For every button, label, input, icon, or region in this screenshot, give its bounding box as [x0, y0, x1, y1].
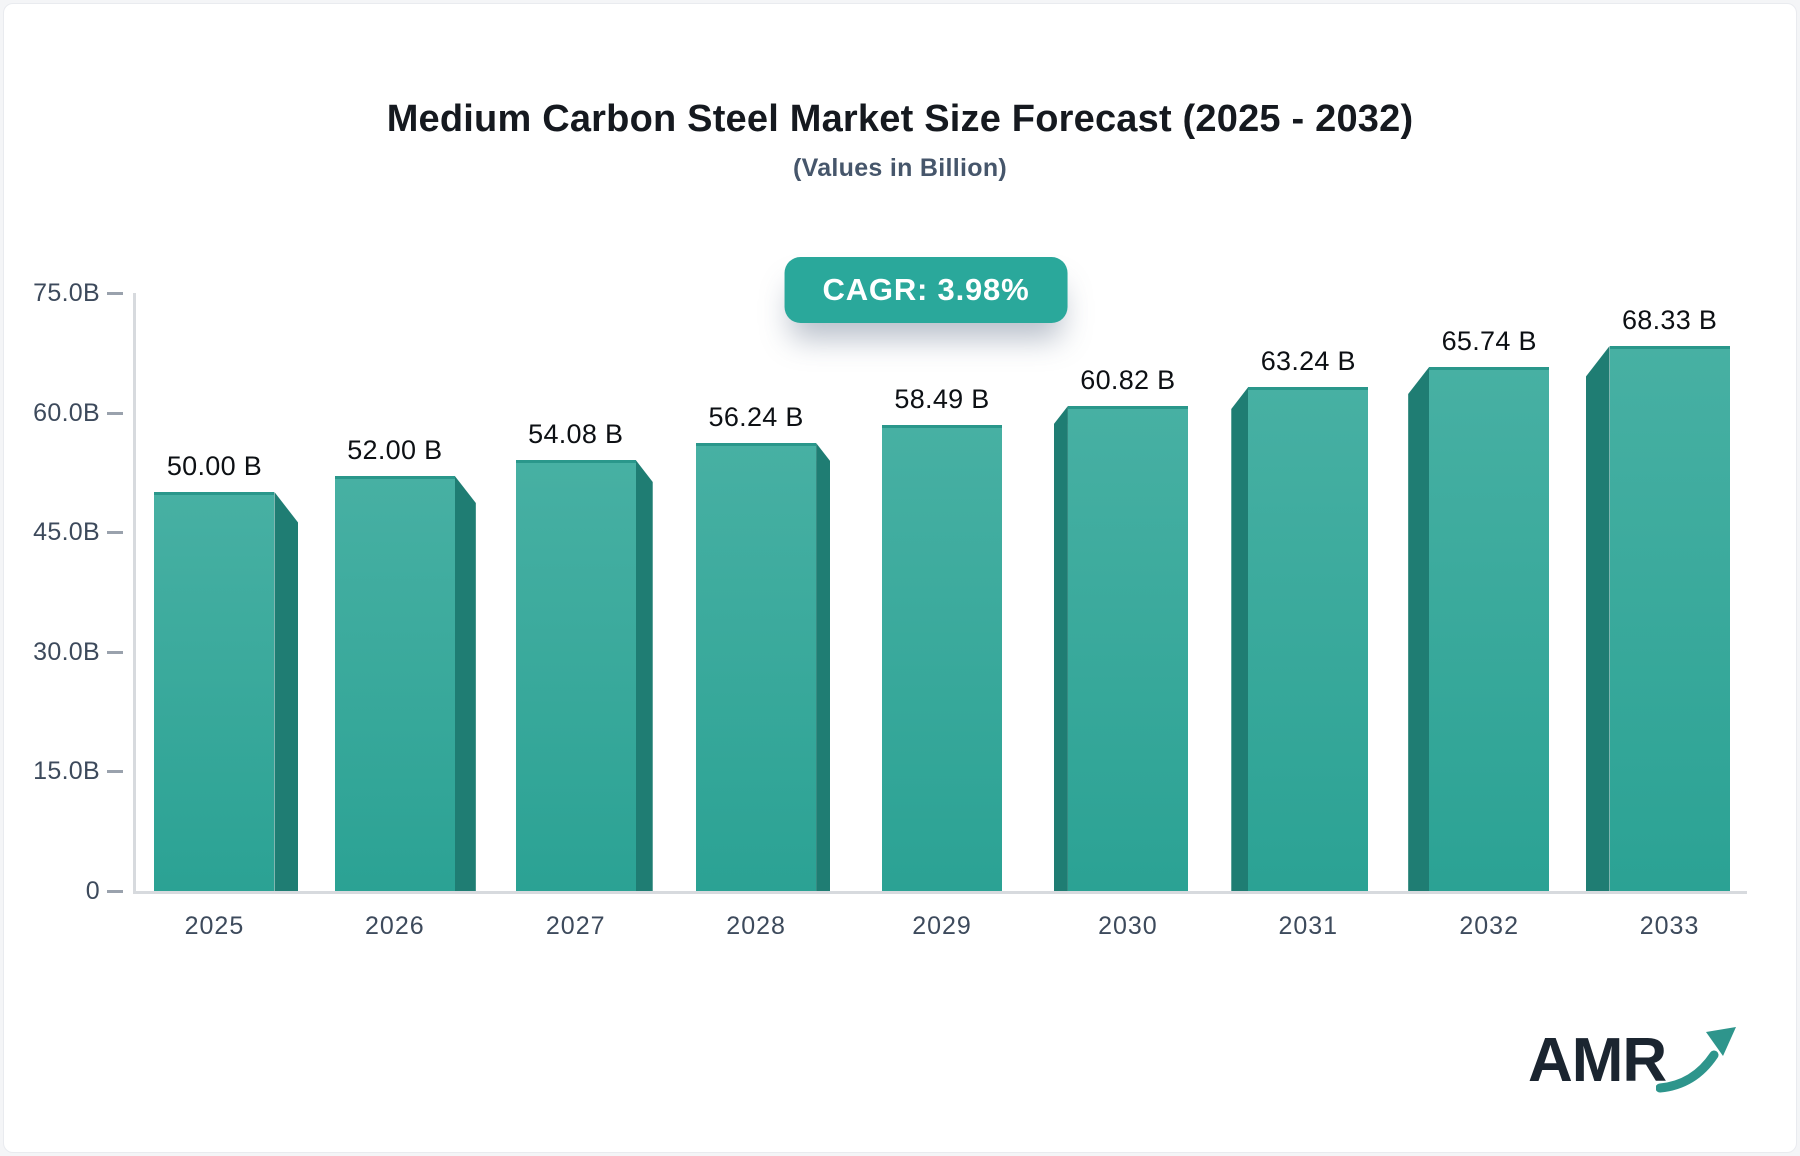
- y-tick-label: 75.0B: [33, 279, 100, 307]
- bar-side-3d: [454, 476, 476, 891]
- bar-slot-2026: 52.00 B 2026: [316, 293, 495, 940]
- plot-area: 75.0B 60.0B 45.0B 30.0B 15.0B 0 50.00 B 2025 52…: [4, 4, 1796, 1152]
- x-axis-label: 2029: [912, 912, 972, 940]
- cagr-badge: CAGR: 3.98%: [784, 257, 1068, 323]
- x-axis-label: 2030: [1098, 912, 1158, 940]
- chart-title: Medium Carbon Steel Market Size Forecast…: [386, 98, 1414, 140]
- y-tick-mark: [107, 411, 123, 415]
- bar-value-label: 50.00 B: [166, 451, 263, 481]
- y-tick-mark: [107, 531, 123, 535]
- bar-2029: [882, 425, 1002, 891]
- chart-card: Medium Carbon Steel Market Size Forecast…: [3, 3, 1797, 1153]
- bar-value-label: 65.74 B: [1441, 326, 1537, 356]
- bar-side-3d: [1408, 367, 1430, 891]
- bar-2030: [1053, 406, 1188, 891]
- bar-slot-2028: 56.24 B 2028: [674, 293, 853, 940]
- bar-2032: [1408, 367, 1550, 891]
- bar-slot-2025: 50.00 B 2025: [137, 293, 316, 940]
- bar-side-3d: [816, 443, 831, 891]
- x-axis-label: 2028: [726, 912, 786, 940]
- x-axis-label: 2025: [184, 912, 245, 940]
- bar-slot-2029: 58.49 B 2029: [853, 293, 1032, 940]
- bar-value-label: 56.24 B: [708, 402, 804, 432]
- x-axis-label: 2026: [365, 912, 425, 940]
- y-tick-mark: [107, 292, 123, 295]
- x-axis-label: 2027: [545, 912, 606, 940]
- chart-subtitle: (Values in Billion): [792, 154, 1008, 182]
- bar-side-3d: [274, 492, 299, 891]
- bar-value-label: 63.24 B: [1260, 346, 1356, 376]
- x-axis-label: 2033: [1639, 912, 1700, 940]
- bar-side-3d: [1231, 387, 1249, 891]
- bar-face: [1429, 367, 1550, 891]
- bar-value-label: 54.08 B: [528, 419, 624, 449]
- bar-face: [334, 476, 455, 891]
- bars-container: 50.00 B 2025 52.00 B 2026 54.08 B 2027 56.24 B…: [137, 293, 1747, 940]
- y-tick-label: 15.0B: [33, 757, 100, 786]
- bar-side-3d: [1053, 406, 1068, 891]
- bar-slot-2032: 65.74 B 2032: [1389, 293, 1568, 940]
- bar-face: [515, 460, 636, 891]
- y-axis-line: [133, 293, 136, 894]
- bar-2028: [696, 443, 831, 891]
- y-tick-mark: [107, 890, 123, 893]
- y-tick-label: 0: [85, 877, 100, 905]
- y-tick-mark: [107, 650, 123, 654]
- bar-face: [154, 492, 275, 891]
- bar-slot-2027: 54.08 B 2027: [495, 293, 674, 940]
- trend-up-arrow-icon: [1656, 1027, 1737, 1093]
- bar-2025: [154, 492, 299, 891]
- bar-2026: [334, 476, 476, 891]
- x-axis-line: [133, 891, 1747, 894]
- y-tick-label: 45.0B: [33, 518, 100, 547]
- bar-face: [1067, 406, 1188, 891]
- bar-value-label: 60.82 B: [1080, 365, 1176, 395]
- bar-face: [1248, 387, 1369, 891]
- y-tick-label: 60.0B: [33, 398, 100, 427]
- bar-value-label: 68.33 B: [1621, 305, 1718, 335]
- cagr-badge-label: CAGR: 3.98%: [822, 272, 1030, 307]
- bar-face: [696, 443, 817, 891]
- bar-slot-2031: 63.24 B 2031: [1210, 293, 1389, 940]
- bar-slot-2030: 60.82 B 2030: [1031, 293, 1210, 940]
- bar-side-3d: [635, 460, 653, 891]
- bar-2033: [1585, 346, 1730, 891]
- bar-face: [1609, 346, 1730, 891]
- bar-side-3d: [1585, 346, 1610, 891]
- bar-2031: [1231, 387, 1369, 891]
- y-tick-label: 30.0B: [33, 637, 100, 666]
- bar-value-label: 52.00 B: [347, 435, 443, 465]
- bar-value-label: 58.49 B: [894, 384, 990, 414]
- amr-logo: AMR: [1528, 1026, 1738, 1096]
- x-axis-label: 2032: [1459, 912, 1519, 940]
- bar-face: [882, 425, 1002, 891]
- x-axis-label: 2031: [1278, 912, 1339, 940]
- y-tick-mark: [107, 770, 123, 774]
- amr-logo-text: AMR: [1528, 1026, 1667, 1095]
- bar-2027: [515, 460, 653, 891]
- bar-slot-2033: 68.33 B 2033: [1568, 293, 1747, 940]
